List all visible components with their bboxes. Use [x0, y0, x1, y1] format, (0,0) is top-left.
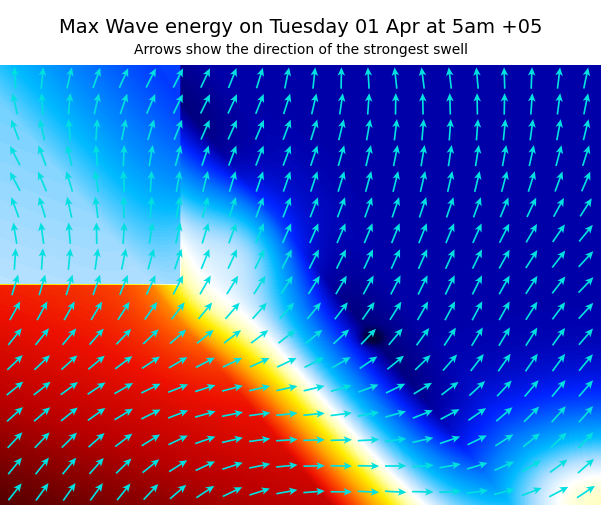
Text: Max Wave energy on Tuesday 01 Apr at 5am +05: Max Wave energy on Tuesday 01 Apr at 5am… — [59, 18, 542, 37]
Text: Arrows show the direction of the strongest swell: Arrows show the direction of the stronge… — [133, 43, 468, 57]
